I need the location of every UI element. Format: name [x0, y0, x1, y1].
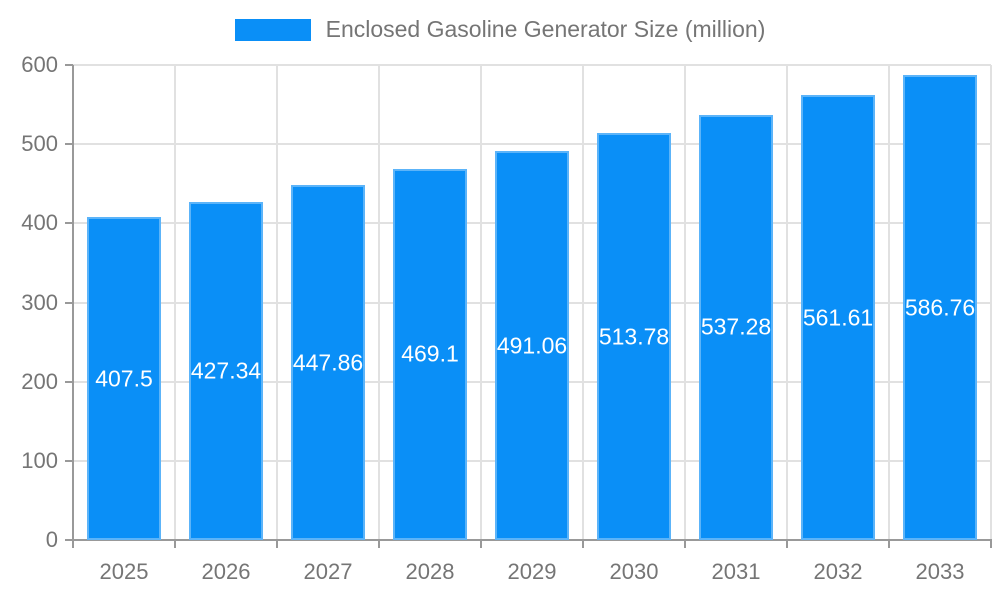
y-axis-label: 0: [45, 527, 58, 552]
x-grid-line: [174, 65, 176, 540]
legend-swatch: [234, 18, 311, 41]
y-tick-mark: [65, 222, 73, 225]
x-tick-mark: [378, 540, 380, 548]
y-tick-mark: [65, 64, 73, 66]
y-tick-mark: [65, 459, 73, 462]
y-axis-label: 400: [21, 210, 58, 236]
y-tick-mark: [65, 301, 73, 304]
x-grid-line: [786, 65, 788, 540]
x-axis-label: 2028: [405, 559, 455, 584]
x-grid-line: [684, 65, 686, 540]
bar[interactable]: [495, 151, 569, 540]
y-tick-mark: [65, 539, 73, 541]
bar[interactable]: [393, 168, 467, 540]
x-tick-mark: [888, 540, 890, 548]
x-grid-line: [378, 65, 380, 540]
x-tick-mark: [786, 540, 788, 548]
bar[interactable]: [903, 75, 977, 540]
x-tick-mark: [174, 540, 176, 548]
bar[interactable]: [87, 217, 161, 540]
y-axis-label: 300: [21, 289, 58, 315]
x-axis-label: 2033: [915, 559, 965, 584]
y-axis-label: 500: [21, 131, 58, 157]
bar[interactable]: [801, 95, 875, 540]
x-tick-mark: [582, 540, 584, 548]
x-axis-label: 2032: [813, 559, 863, 584]
x-grid-line: [888, 65, 890, 540]
x-grid-line: [480, 65, 482, 540]
x-axis-label: 2030: [609, 559, 659, 584]
y-grid-line: [73, 64, 991, 66]
y-axis-line: [72, 65, 74, 548]
x-tick-mark: [480, 540, 482, 548]
y-axis-label: 100: [21, 447, 58, 473]
bar[interactable]: [189, 201, 263, 540]
x-axis-label: 2027: [303, 559, 353, 584]
x-tick-mark: [990, 540, 992, 548]
x-axis-label: 2031: [711, 559, 761, 584]
legend-label: Enclosed Gasoline Generator Size (millio…: [325, 16, 766, 42]
x-grid-line: [276, 65, 278, 540]
legend[interactable]: Enclosed Gasoline Generator Size (millio…: [0, 16, 1000, 43]
x-tick-mark: [684, 540, 686, 548]
x-axis-label: 2026: [201, 559, 251, 584]
x-grid-line: [990, 65, 992, 540]
bar[interactable]: [597, 133, 671, 540]
x-axis-label: 2029: [507, 559, 557, 584]
x-grid-line: [582, 65, 584, 540]
y-tick-mark: [65, 380, 73, 383]
bar[interactable]: [699, 114, 773, 540]
y-axis-label: 200: [21, 368, 58, 394]
bar[interactable]: [291, 185, 365, 540]
y-axis-label: 600: [21, 52, 58, 77]
x-tick-mark: [276, 540, 278, 548]
x-axis-label: 2025: [99, 559, 149, 584]
x-axis-line: [72, 539, 992, 541]
y-tick-mark: [65, 143, 73, 146]
